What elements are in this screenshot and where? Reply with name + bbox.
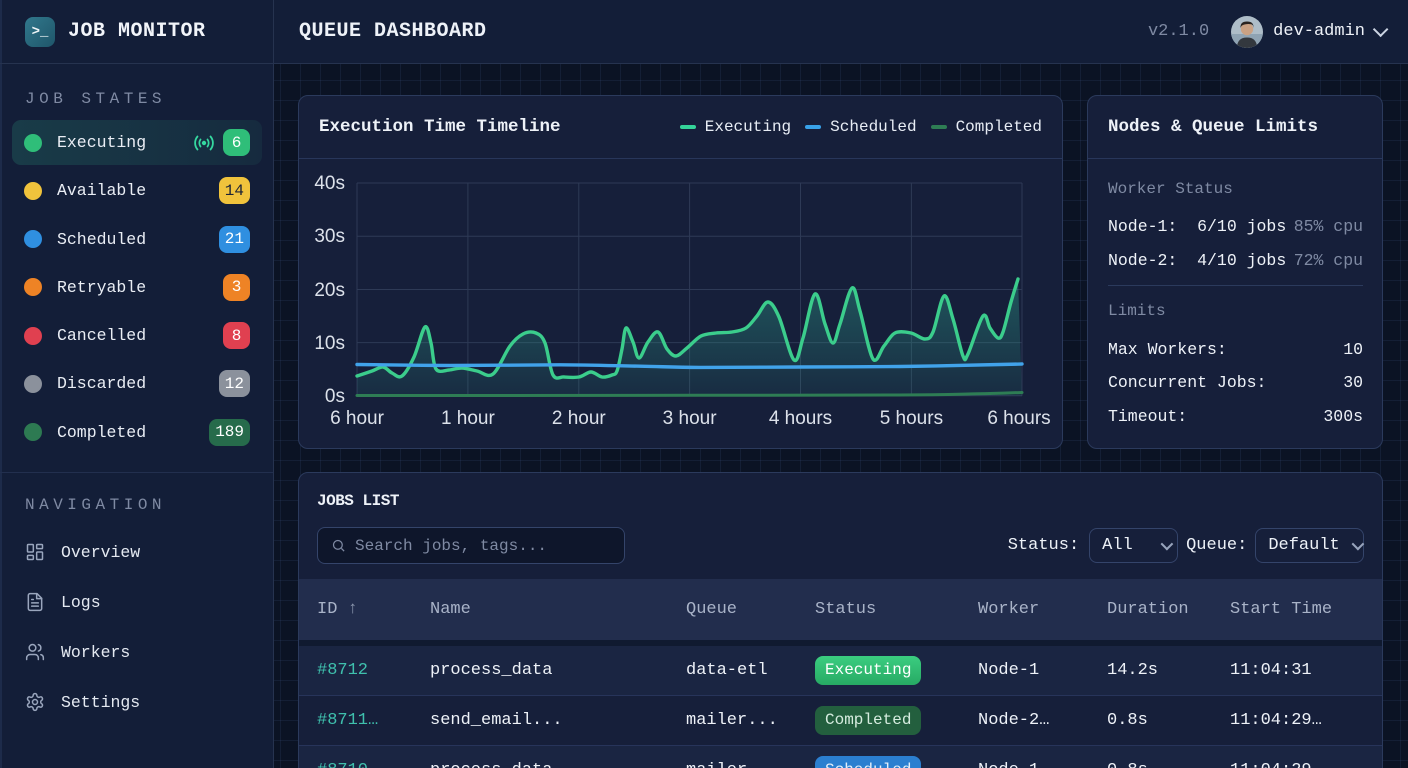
svg-text:5 hours: 5 hours (880, 408, 943, 429)
svg-text:6 hours: 6 hours (987, 408, 1050, 429)
svg-text:3 hour: 3 hour (663, 408, 718, 429)
svg-text:30s: 30s (314, 226, 345, 247)
svg-text:2 hour: 2 hour (552, 408, 607, 429)
svg-text:40s: 40s (314, 173, 345, 194)
svg-text:1 hour: 1 hour (441, 408, 496, 429)
svg-text:4 hours: 4 hours (769, 408, 832, 429)
svg-text:6 hour: 6 hour (330, 408, 385, 429)
svg-text:20s: 20s (314, 280, 345, 301)
svg-text:10s: 10s (314, 333, 345, 354)
svg-text:0s: 0s (325, 386, 345, 407)
